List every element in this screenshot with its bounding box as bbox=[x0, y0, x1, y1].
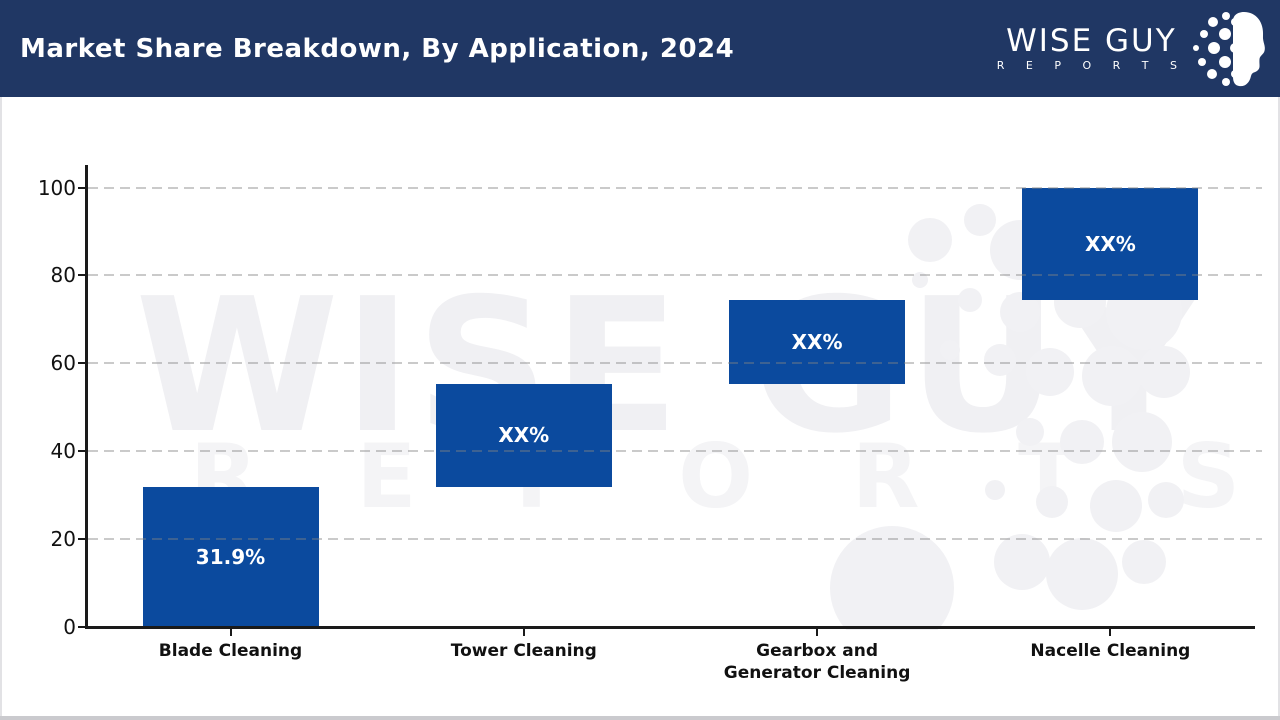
header-bar: Market Share Breakdown, By Application, … bbox=[0, 0, 1280, 97]
gridline-100 bbox=[88, 186, 1262, 189]
bar-segment: 31.9% bbox=[142, 486, 319, 627]
y-tick-label-40: 40 bbox=[50, 439, 76, 464]
y-axis-line bbox=[85, 165, 88, 629]
x-category-label: Gearbox and Generator Cleaning bbox=[723, 641, 911, 683]
x-category-label: Nacelle Cleaning bbox=[1030, 641, 1191, 661]
logo-wordmark-sub: R E P O R T S bbox=[996, 59, 1186, 72]
bar-value-label: 31.9% bbox=[195, 544, 266, 569]
bar-segment: XX% bbox=[1022, 187, 1199, 300]
page-title: Market Share Breakdown, By Application, … bbox=[20, 33, 735, 64]
x-axis-line bbox=[85, 626, 1255, 629]
y-tick-label-20: 20 bbox=[50, 527, 76, 552]
x-tick-mark bbox=[229, 629, 232, 636]
y-tick-mark-20 bbox=[78, 538, 86, 541]
logo-wordmark: WISE GUY R E P O R T S bbox=[997, 25, 1186, 72]
y-tick-label-60: 60 bbox=[50, 351, 76, 376]
gridline-20 bbox=[88, 538, 1262, 541]
x-category-label: Tower Cleaning bbox=[450, 641, 597, 661]
bar-segment: XX% bbox=[435, 383, 612, 487]
y-tick-mark-100 bbox=[78, 186, 86, 189]
bar-segment: XX% bbox=[729, 299, 906, 384]
x-tick-mark bbox=[522, 629, 525, 636]
logo-wordmark-main: WISE GUY bbox=[1006, 23, 1177, 59]
x-tick-mark bbox=[1109, 629, 1112, 636]
gridline-40 bbox=[88, 450, 1262, 453]
y-tick-mark-80 bbox=[78, 274, 86, 277]
y-tick-label-80: 80 bbox=[50, 263, 76, 288]
x-category-label: Blade Cleaning bbox=[158, 641, 303, 661]
bar-value-label: XX% bbox=[498, 423, 550, 448]
y-tick-mark-40 bbox=[78, 450, 86, 453]
brand-logo: WISE GUY R E P O R T S bbox=[997, 8, 1266, 90]
y-tick-label-100: 100 bbox=[37, 175, 76, 200]
bar-value-label: XX% bbox=[1084, 231, 1136, 256]
x-tick-mark bbox=[816, 629, 819, 636]
page-border-left bbox=[0, 97, 2, 720]
bar-value-label: XX% bbox=[791, 329, 843, 354]
watermark-head-dots bbox=[830, 204, 1190, 630]
gridline-80 bbox=[88, 274, 1262, 277]
y-tick-mark-60 bbox=[78, 362, 86, 365]
page-border-bottom bbox=[0, 716, 1280, 720]
page-border-right bbox=[1278, 97, 1280, 720]
y-tick-label-0: 0 bbox=[63, 615, 76, 639]
gridline-60 bbox=[88, 362, 1262, 365]
logo-head-icon bbox=[1193, 11, 1265, 86]
y-tick-mark-0 bbox=[78, 626, 86, 628]
